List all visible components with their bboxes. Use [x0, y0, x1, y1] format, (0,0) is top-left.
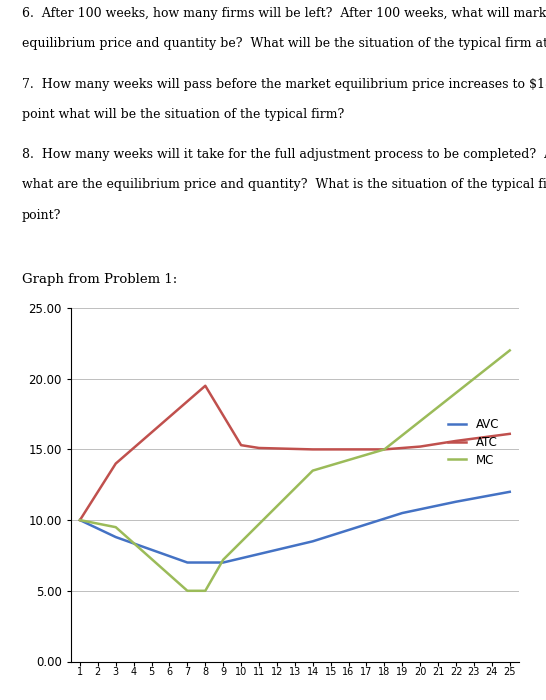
MC	[507, 346, 513, 355]
ATC	[417, 442, 424, 451]
AVC	[76, 516, 83, 524]
MC	[310, 466, 316, 475]
Text: point what will be the situation of the typical firm?: point what will be the situation of the …	[22, 108, 344, 121]
Text: 6.  After 100 weeks, how many firms will be left?  After 100 weeks, what will ma: 6. After 100 weeks, how many firms will …	[22, 7, 546, 20]
AVC	[453, 498, 459, 506]
AVC	[184, 559, 191, 567]
Legend: AVC, ATC, MC: AVC, ATC, MC	[444, 414, 504, 471]
ATC	[328, 445, 334, 454]
Text: point?: point?	[22, 209, 61, 222]
Text: 7.  How many weeks will pass before the market equilibrium price increases to $1: 7. How many weeks will pass before the m…	[22, 78, 546, 90]
MC	[220, 556, 227, 564]
AVC	[112, 533, 119, 541]
ATC	[202, 382, 209, 390]
AVC	[507, 488, 513, 496]
Text: what are the equilibrium price and quantity?  What is the situation of the typic: what are the equilibrium price and quant…	[22, 178, 546, 191]
Text: Graph from Problem 1:: Graph from Problem 1:	[22, 273, 177, 286]
ATC	[310, 445, 316, 454]
ATC	[112, 459, 119, 468]
MC	[112, 523, 119, 531]
Text: 8.  How many weeks will it take for the full adjustment process to be completed?: 8. How many weeks will it take for the f…	[22, 148, 546, 161]
ATC	[256, 444, 262, 452]
Text: equilibrium price and quantity be?  What will be the situation of the typical fi: equilibrium price and quantity be? What …	[22, 37, 546, 50]
Line: ATC: ATC	[80, 386, 510, 520]
ATC	[507, 430, 513, 438]
MC	[76, 516, 83, 524]
ATC	[76, 516, 83, 524]
MC	[184, 587, 191, 595]
AVC	[310, 537, 316, 545]
ATC	[381, 445, 388, 454]
ATC	[453, 437, 459, 445]
MC	[381, 445, 388, 454]
Line: MC: MC	[80, 351, 510, 591]
AVC	[399, 509, 406, 517]
AVC	[220, 559, 227, 567]
ATC	[238, 441, 245, 449]
Line: AVC: AVC	[80, 492, 510, 563]
MC	[202, 587, 209, 595]
AVC	[202, 559, 209, 567]
